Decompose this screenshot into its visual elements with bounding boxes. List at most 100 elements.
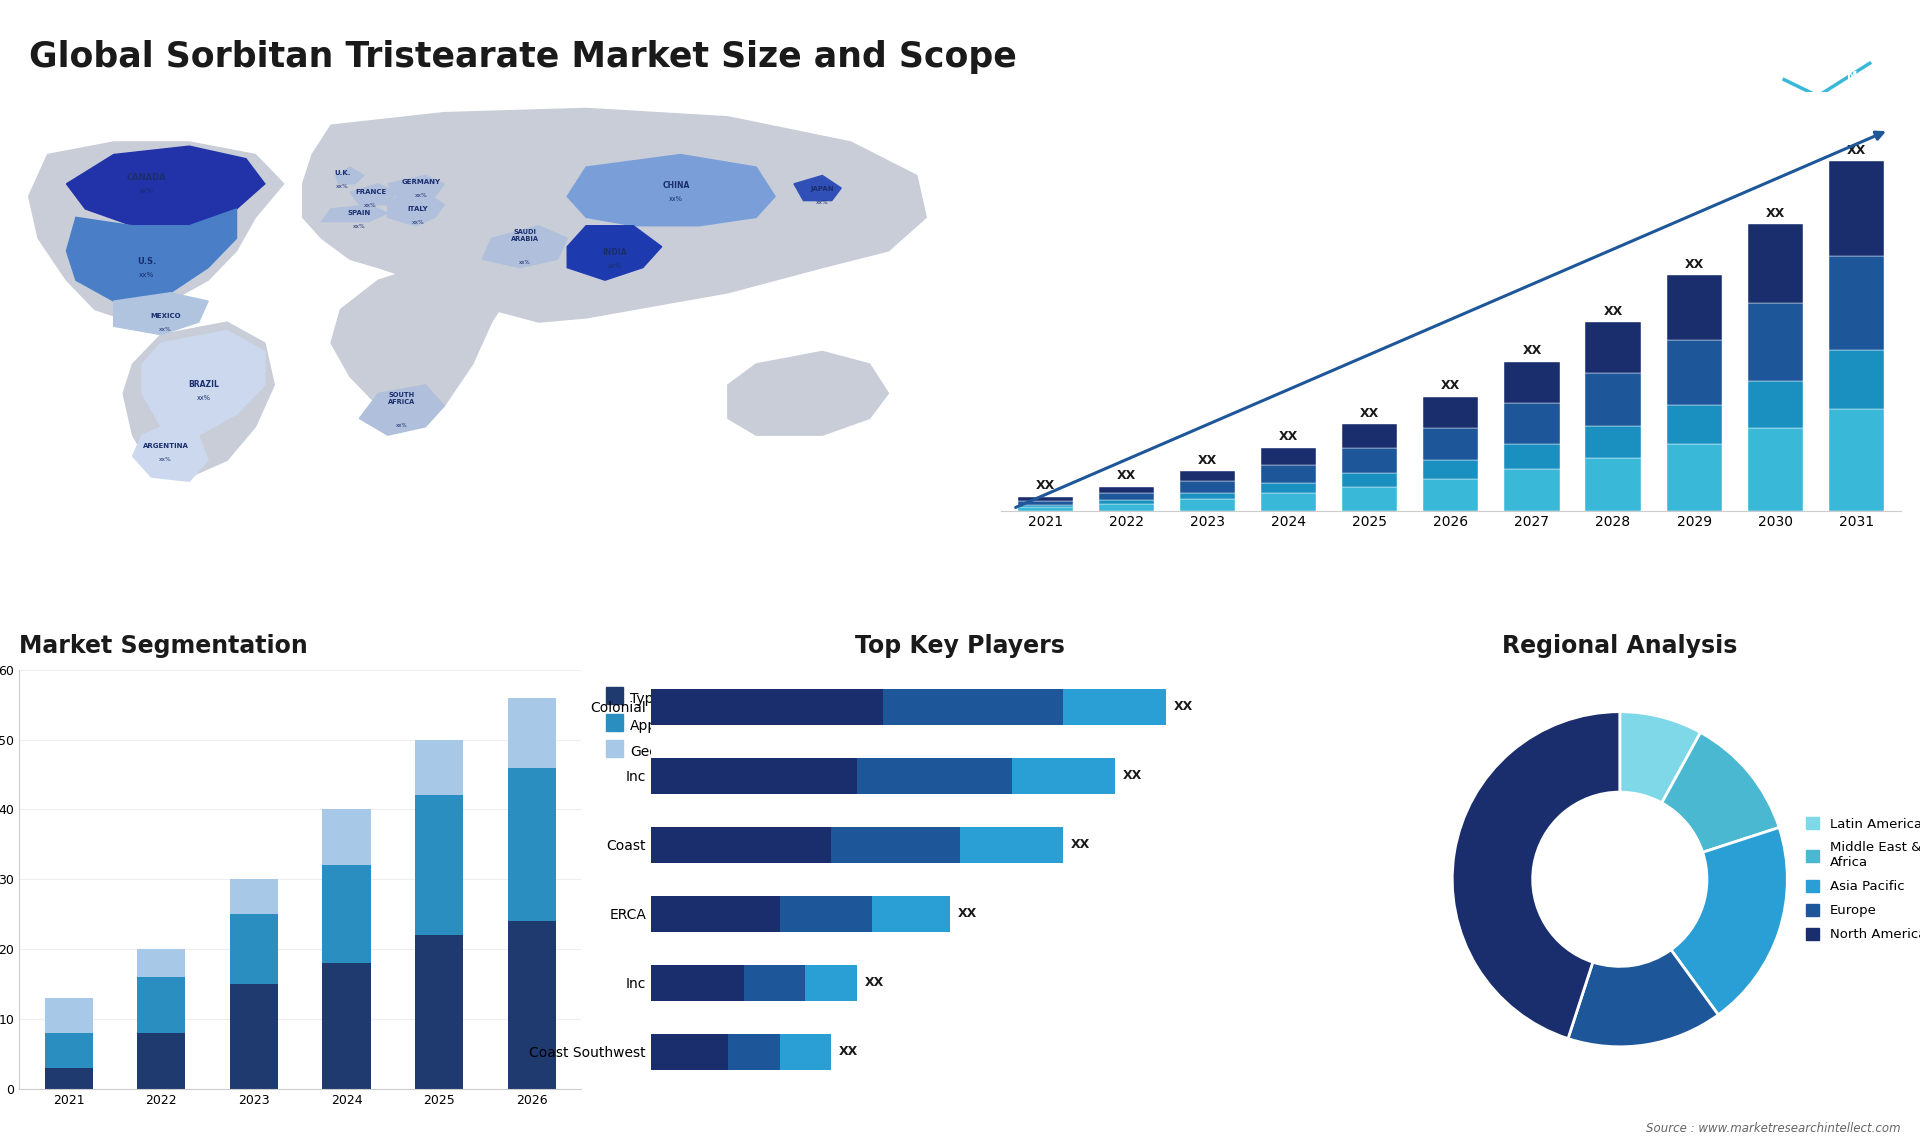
Text: xx%: xx%	[365, 203, 376, 209]
Bar	[651, 826, 831, 863]
Bar	[1261, 484, 1317, 493]
Text: Global Sorbitan Tristearate Market Size and Scope: Global Sorbitan Tristearate Market Size …	[29, 40, 1016, 74]
Polygon shape	[67, 209, 236, 301]
Polygon shape	[349, 183, 397, 205]
Bar	[1747, 303, 1803, 382]
Text: XX: XX	[1684, 258, 1703, 270]
Polygon shape	[113, 292, 207, 335]
Bar	[780, 1034, 831, 1069]
Text: XX: XX	[1123, 769, 1142, 783]
Bar	[1181, 493, 1235, 499]
Text: JAPAN: JAPAN	[810, 186, 833, 191]
Text: XX: XX	[839, 1045, 858, 1058]
Text: XX: XX	[1173, 700, 1192, 713]
Bar	[1828, 409, 1884, 511]
Wedge shape	[1663, 732, 1780, 853]
Bar	[1012, 758, 1114, 794]
Bar	[728, 1034, 780, 1069]
Legend: Latin America, Middle East &
Africa, Asia Pacific, Europe, North America: Latin America, Middle East & Africa, Asi…	[1803, 814, 1920, 945]
Title: Top Key Players: Top Key Players	[854, 634, 1066, 658]
Text: SOUTH
AFRICA: SOUTH AFRICA	[388, 392, 415, 406]
Polygon shape	[359, 385, 444, 435]
Bar	[323, 963, 371, 1089]
Text: XX: XX	[1071, 838, 1091, 851]
Text: Market Segmentation: Market Segmentation	[19, 634, 307, 658]
Text: XX: XX	[1847, 143, 1866, 157]
Text: XX: XX	[958, 908, 977, 920]
Text: U.S.: U.S.	[136, 257, 156, 266]
Bar	[1098, 487, 1154, 493]
Text: U.K.: U.K.	[334, 171, 351, 176]
Text: xx%: xx%	[518, 260, 530, 265]
Bar	[1505, 444, 1559, 470]
Bar	[1667, 444, 1722, 511]
Text: xx%: xx%	[336, 185, 349, 189]
Text: xx%: xx%	[816, 199, 829, 205]
Polygon shape	[566, 226, 662, 280]
Bar	[1828, 256, 1884, 350]
Bar	[323, 865, 371, 963]
Bar	[1064, 689, 1165, 724]
Bar	[1018, 501, 1073, 504]
Polygon shape	[321, 205, 388, 221]
Bar	[415, 739, 463, 795]
Bar	[1423, 479, 1478, 511]
Bar	[883, 689, 1064, 724]
Polygon shape	[336, 167, 365, 183]
Polygon shape	[132, 426, 207, 481]
Bar	[1423, 429, 1478, 460]
Text: xx%: xx%	[353, 225, 365, 229]
Bar	[651, 1034, 728, 1069]
Bar	[44, 998, 92, 1033]
Text: xx%: xx%	[196, 395, 211, 401]
Bar	[960, 826, 1064, 863]
Bar	[44, 1068, 92, 1089]
Bar	[806, 965, 856, 1000]
Bar	[1505, 470, 1559, 511]
Bar	[1018, 504, 1073, 507]
Bar	[1505, 402, 1559, 444]
Polygon shape	[388, 193, 444, 226]
Bar	[1586, 457, 1640, 511]
Bar	[415, 795, 463, 935]
Bar	[1342, 448, 1398, 473]
Text: INDIA: INDIA	[603, 249, 626, 258]
Text: RESEARCH: RESEARCH	[1834, 91, 1895, 101]
Bar	[1342, 487, 1398, 511]
Bar	[1747, 429, 1803, 511]
Bar	[1828, 162, 1884, 256]
Title: Regional Analysis: Regional Analysis	[1501, 634, 1738, 658]
Text: MARKET: MARKET	[1847, 71, 1895, 81]
Bar	[138, 978, 186, 1033]
Bar	[323, 809, 371, 865]
Polygon shape	[303, 109, 925, 322]
Text: GERMANY: GERMANY	[401, 179, 440, 185]
Bar	[780, 896, 872, 932]
Bar	[415, 935, 463, 1089]
Text: XX: XX	[1766, 206, 1786, 220]
Bar	[507, 698, 555, 768]
Bar	[651, 758, 856, 794]
Bar	[1586, 374, 1640, 426]
Text: xx%: xx%	[138, 188, 154, 194]
Text: XX: XX	[1359, 407, 1379, 419]
Bar	[138, 949, 186, 978]
Text: ARGENTINA: ARGENTINA	[142, 442, 188, 449]
Text: FRANCE: FRANCE	[355, 189, 386, 195]
Bar	[1667, 340, 1722, 405]
Polygon shape	[728, 352, 889, 435]
Polygon shape	[388, 175, 444, 196]
Bar	[856, 758, 1012, 794]
Text: XX: XX	[1198, 454, 1217, 466]
Bar	[1747, 382, 1803, 429]
Bar	[1342, 473, 1398, 487]
Bar	[872, 896, 950, 932]
Bar	[1098, 500, 1154, 503]
Wedge shape	[1670, 827, 1788, 1015]
Text: xx%: xx%	[159, 456, 173, 462]
Polygon shape	[67, 147, 265, 226]
Bar	[1098, 503, 1154, 511]
Bar	[507, 768, 555, 921]
Text: BRAZIL: BRAZIL	[188, 380, 219, 390]
Bar	[1098, 493, 1154, 500]
